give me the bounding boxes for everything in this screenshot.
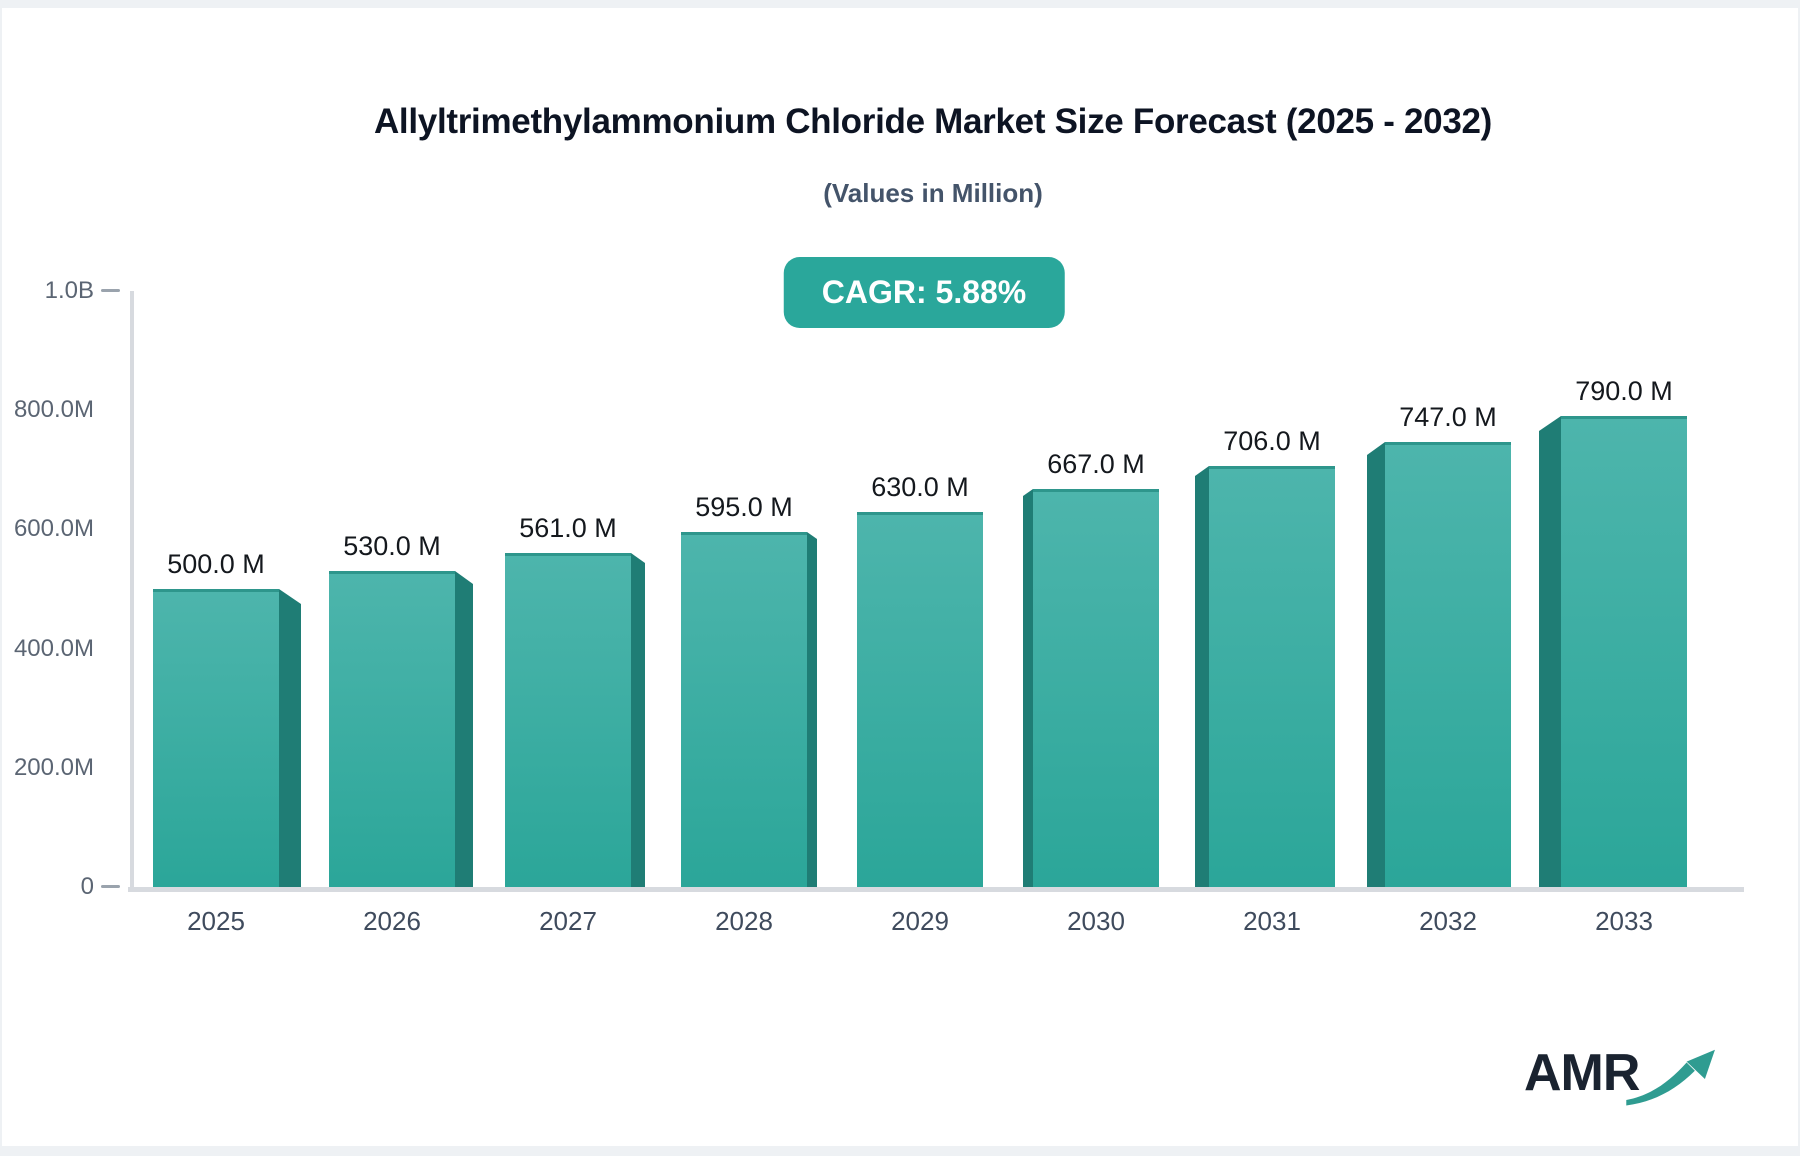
y-axis-tick (101, 885, 120, 888)
x-axis-label: 2027 (539, 906, 597, 936)
bar-value-label: 561.0 M (519, 513, 617, 543)
bar-side (279, 589, 301, 887)
x-axis-label: 2032 (1419, 906, 1477, 936)
bar-side (1367, 442, 1385, 887)
bar-side (1539, 416, 1561, 887)
bar-value-label: 500.0 M (167, 549, 265, 579)
y-axis-label: 600.0M (13, 515, 94, 543)
bar-side (1195, 466, 1209, 887)
bar (1033, 489, 1159, 887)
amr-logo-arrow-icon (1626, 1049, 1715, 1106)
y-axis-label: 800.0M (13, 396, 94, 424)
x-axis-label: 2029 (891, 906, 949, 936)
y-axis-label: 1.0B (44, 277, 94, 304)
bar (1561, 416, 1687, 887)
chart-card: Allyltrimethylammonium Chloride Market S… (2, 8, 1798, 1146)
chart-subtitle: (Values in Million) (823, 178, 1043, 208)
bar (153, 589, 279, 887)
x-axis-label: 2030 (1067, 906, 1125, 936)
bar-side (631, 553, 645, 887)
bar (1209, 466, 1335, 887)
y-axis-line (130, 291, 134, 887)
bar-value-label: 667.0 M (1047, 449, 1145, 479)
bar-value-label: 595.0 M (695, 492, 793, 522)
cagr-badge: CAGR: 5.88% (783, 257, 1065, 328)
amr-logo-text: AMR (1524, 1044, 1640, 1102)
bar (681, 532, 807, 887)
bar (505, 553, 631, 887)
bar (329, 571, 455, 887)
bar-value-label: 747.0 M (1399, 402, 1497, 432)
x-axis-label: 2031 (1243, 906, 1301, 936)
bar-value-label: 706.0 M (1223, 426, 1321, 456)
x-axis-label: 2028 (715, 906, 773, 936)
amr-logo: AMR (1524, 1033, 1734, 1125)
y-axis-label: 0 (80, 873, 94, 900)
x-axis-line (128, 887, 1744, 892)
bar (1385, 442, 1511, 887)
bar (857, 512, 983, 887)
bar-side (807, 532, 817, 887)
x-axis-label: 2026 (363, 906, 421, 936)
chart-title: Allyltrimethylammonium Chloride Market S… (373, 102, 1493, 141)
bar-value-label: 790.0 M (1575, 376, 1673, 406)
bar-value-label: 530.0 M (343, 531, 441, 561)
bar-side (1023, 489, 1033, 887)
x-axis-label: 2033 (1595, 906, 1653, 936)
bar-value-label: 630.0 M (871, 472, 969, 502)
y-axis-label: 400.0M (13, 634, 94, 662)
x-axis-label: 2025 (187, 906, 245, 936)
plot-area: 1.0B 800.0M 600.0M 400.0M 200.0M 0 500.0 M 2025… (2, 8, 1798, 1146)
y-axis-tick (101, 289, 120, 292)
y-axis-label: 200.0M (13, 753, 94, 781)
bar-side (455, 571, 473, 887)
